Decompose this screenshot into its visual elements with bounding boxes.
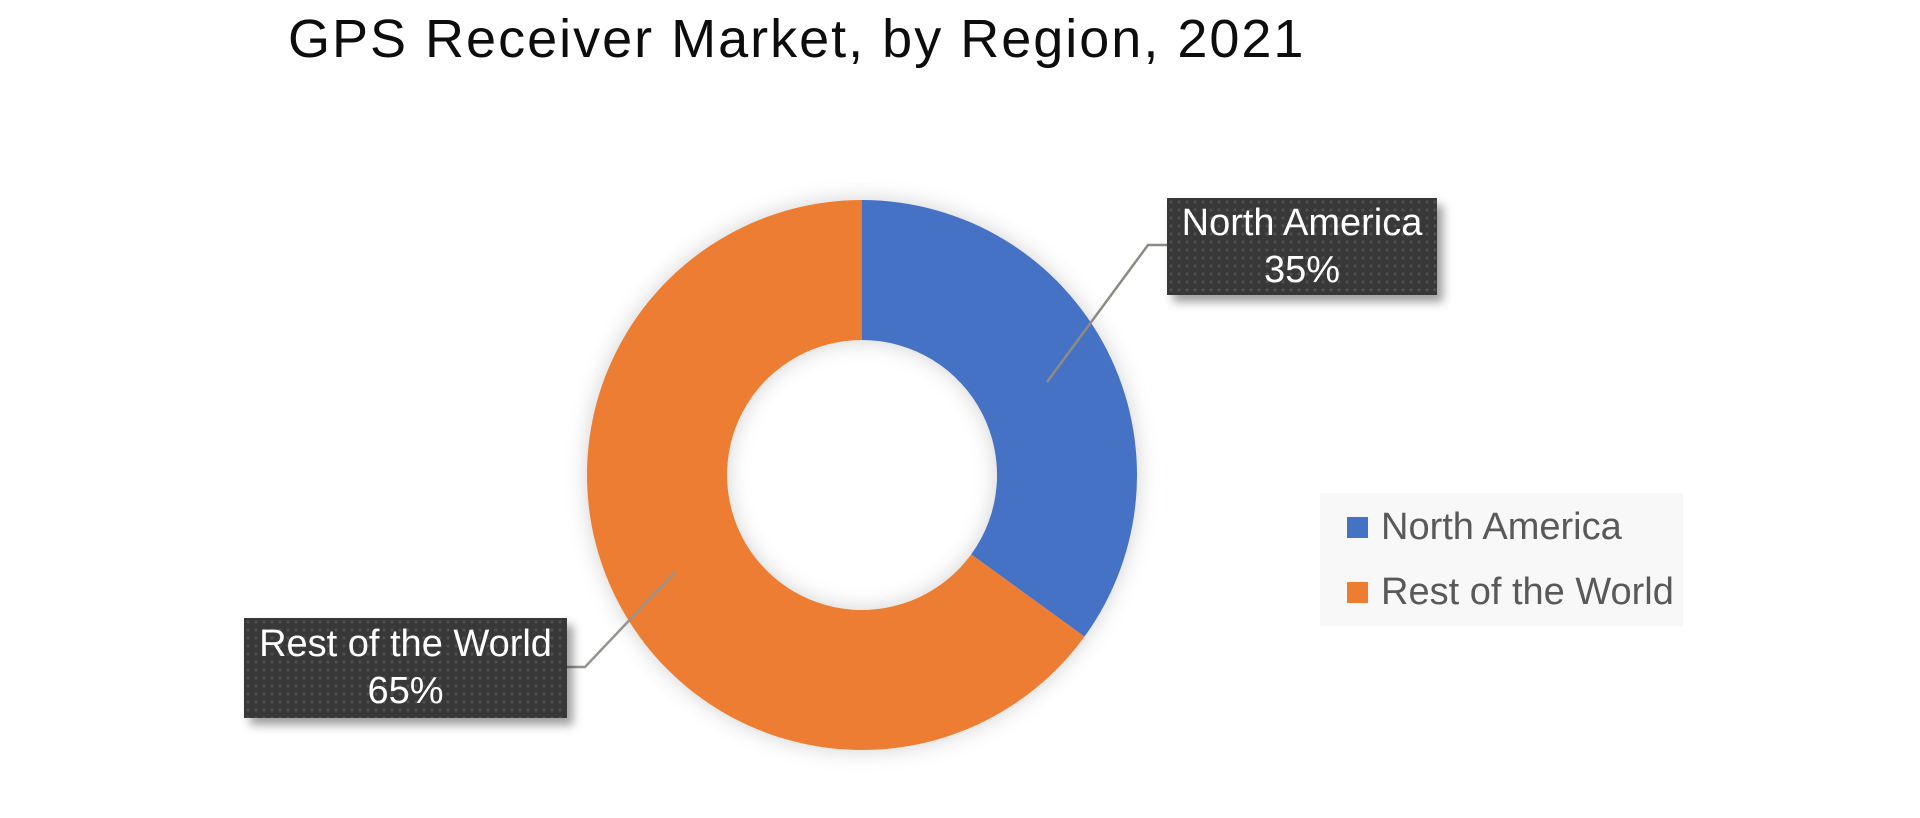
chart-legend: North America Rest of the World [1320, 493, 1683, 626]
leader-line-rest-of-the-world [567, 571, 676, 669]
callout-rest-of-the-world: Rest of the World 65% [244, 618, 567, 718]
donut-slice-rest-of-the-world [586, 200, 1085, 750]
leader-line-north-america [1045, 243, 1167, 383]
callout-north-america: North America 35% [1167, 198, 1437, 295]
legend-item-rest-of-the-world: Rest of the World [1347, 571, 1683, 613]
callout-north-america-label: North America [1181, 201, 1423, 244]
legend-swatch-north-america [1347, 516, 1368, 538]
legend-label-rest-of-the-world: Rest of the World [1381, 570, 1674, 613]
callout-rest-of-the-world-value: 65% [367, 670, 444, 712]
donut-slices [586, 200, 1137, 750]
callout-rest-of-the-world-label: Rest of the World [259, 623, 552, 665]
chart-title: GPS Receiver Market, by Region, 2021 [288, 9, 1306, 69]
callout-north-america-value: 35% [1263, 248, 1341, 291]
legend-item-north-america: North America [1347, 506, 1683, 548]
donut-slice-north-america [862, 200, 1137, 637]
legend-label-north-america: North America [1381, 505, 1622, 548]
legend-swatch-rest-of-the-world [1347, 581, 1368, 603]
